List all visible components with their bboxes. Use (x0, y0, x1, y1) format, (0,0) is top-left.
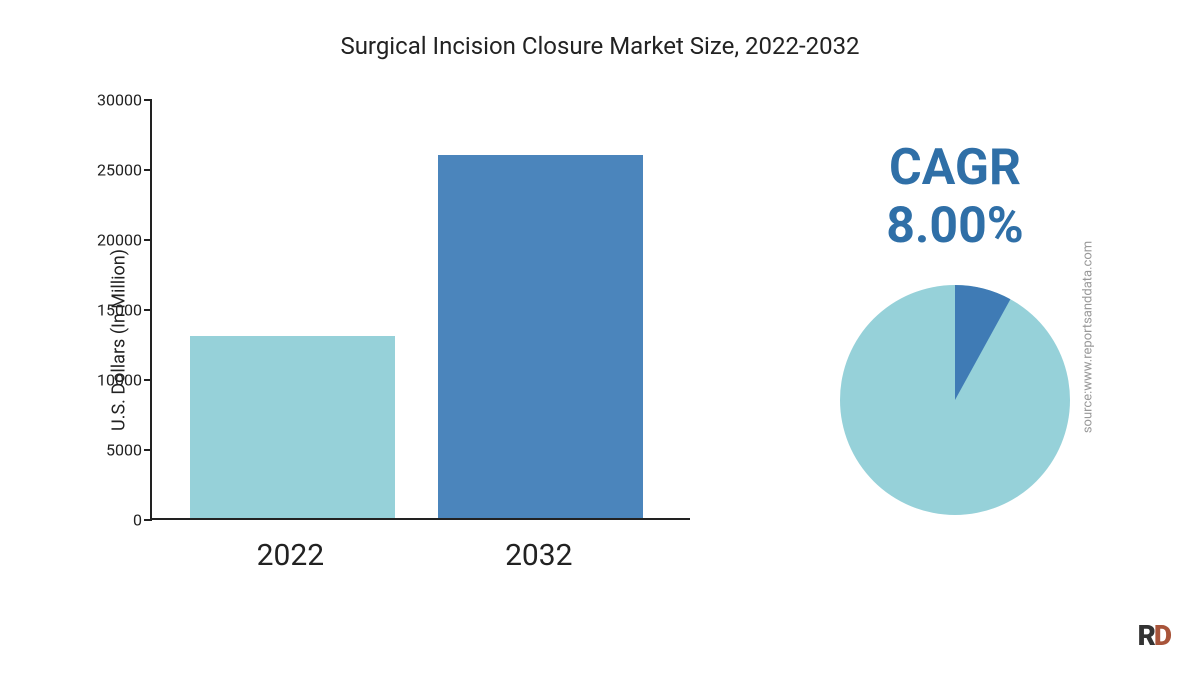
logo-r: R (1138, 619, 1154, 652)
y-tick-mark (144, 169, 152, 171)
bar (438, 155, 643, 518)
cagr-panel: CAGR 8.00% (710, 100, 1140, 580)
y-tick-label: 30000 (97, 91, 142, 110)
plot-area (150, 100, 690, 520)
y-tick-mark (144, 519, 152, 521)
y-tick-label: 15000 (97, 301, 142, 320)
content-row: U.S. Dollars (In Million) 05000100001500… (0, 60, 1200, 580)
y-tick-label: 20000 (97, 231, 142, 250)
y-tick-mark (144, 309, 152, 311)
cagr-line2: 8.00% (886, 198, 1024, 256)
y-tick-label: 25000 (97, 161, 142, 180)
cagr-line1: CAGR (886, 140, 1024, 198)
x-tick-label: 2032 (505, 538, 572, 573)
y-tick-mark (144, 99, 152, 101)
y-tick-mark (144, 379, 152, 381)
y-ticks: 050001000015000200002500030000 (90, 100, 150, 520)
bar (190, 336, 395, 518)
y-tick-label: 5000 (106, 441, 142, 460)
chart-title: Surgical Incision Closure Market Size, 2… (0, 0, 1200, 60)
cagr-text: CAGR 8.00% (886, 140, 1024, 255)
y-tick-label: 10000 (97, 371, 142, 390)
y-tick-mark (144, 449, 152, 451)
x-tick-label: 2022 (257, 538, 324, 573)
bar-chart: U.S. Dollars (In Million) 05000100001500… (90, 100, 710, 580)
source-attribution: source:www.reportsanddata.com (1080, 241, 1095, 433)
brand-logo: RD (1138, 619, 1170, 652)
logo-d: D (1154, 619, 1170, 652)
y-tick-label: 0 (133, 511, 142, 530)
y-tick-mark (144, 239, 152, 241)
cagr-pie (840, 285, 1070, 519)
